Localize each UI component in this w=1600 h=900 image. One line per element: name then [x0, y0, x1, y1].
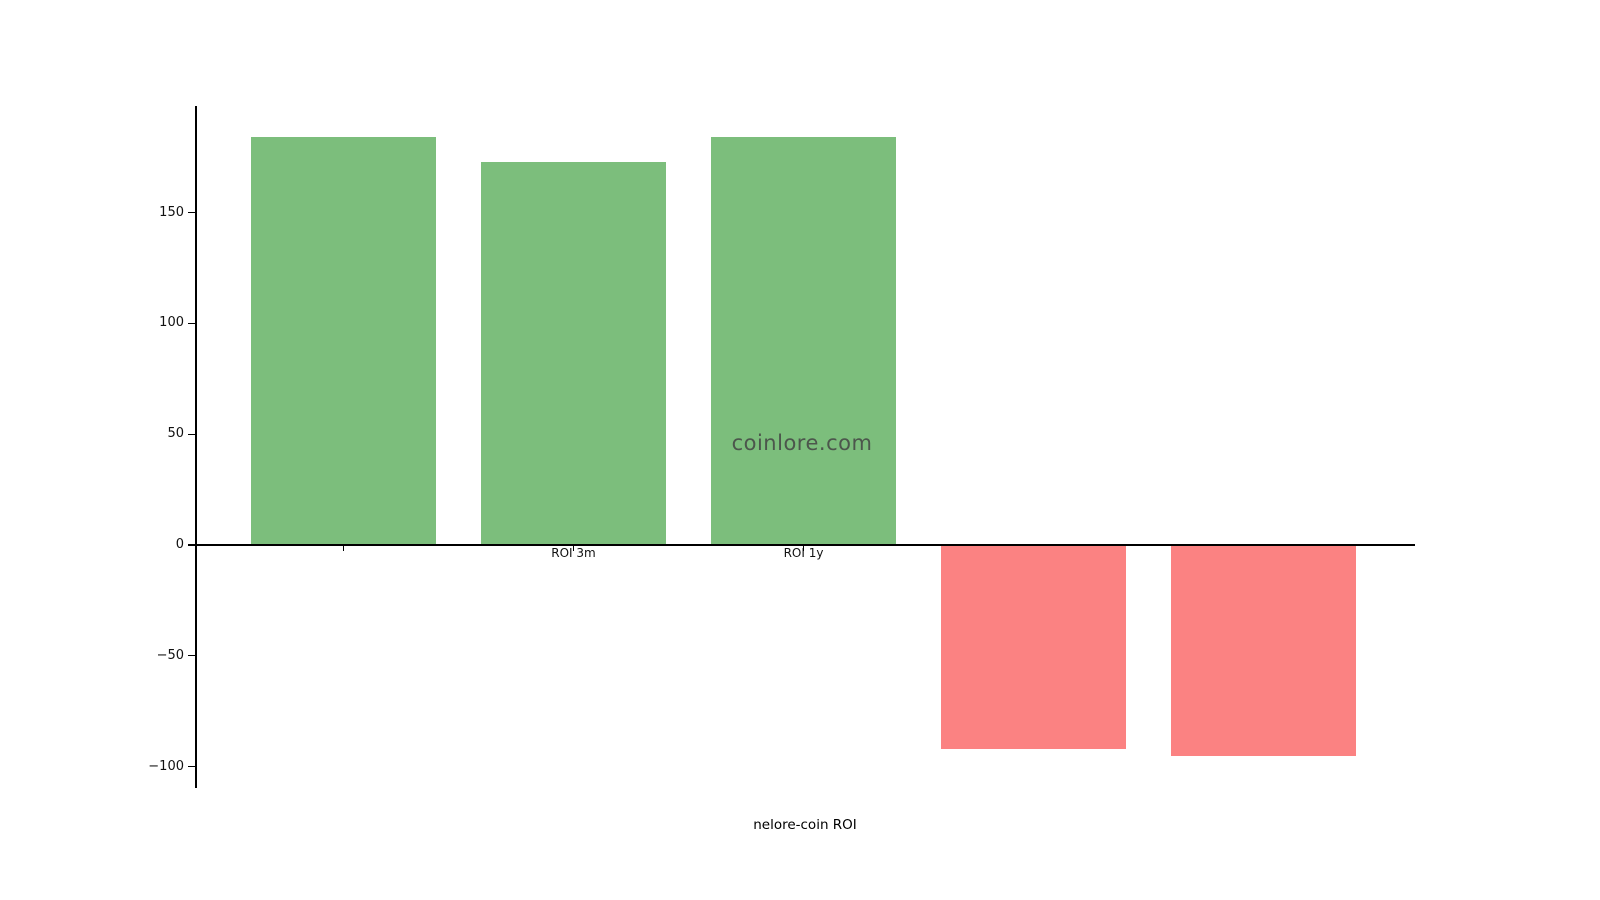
bar-negative — [941, 545, 1126, 749]
y-tick-label: 150 — [159, 204, 184, 220]
y-tick-label: −50 — [156, 647, 184, 663]
x-tick-mark — [342, 545, 345, 551]
y-tick-mark — [188, 544, 195, 546]
x-tick-label: ROI 3m — [551, 546, 596, 560]
x-axis-line — [195, 544, 1415, 546]
watermark-text: coinlore.com — [731, 431, 873, 455]
bar-positive — [711, 137, 896, 545]
y-axis-spine — [195, 106, 197, 788]
y-tick-label: −100 — [148, 758, 184, 774]
y-tick-mark — [188, 765, 195, 768]
bar-positive — [251, 137, 436, 545]
y-tick-label: 100 — [159, 315, 184, 331]
x-tick-label: ROI 1y — [783, 546, 824, 560]
x-tick-mark — [572, 545, 575, 551]
y-tick-label: 0 — [175, 537, 184, 552]
y-tick-mark — [188, 211, 195, 214]
y-tick-mark — [188, 655, 195, 657]
x-tick-mark — [802, 545, 805, 551]
chart-title: nelore-coin ROI — [753, 817, 857, 833]
y-tick-mark — [188, 322, 195, 325]
bar-positive — [481, 161, 666, 545]
y-tick-label: 50 — [167, 426, 184, 442]
bar-negative — [1171, 545, 1356, 756]
y-tick-mark — [188, 433, 195, 435]
